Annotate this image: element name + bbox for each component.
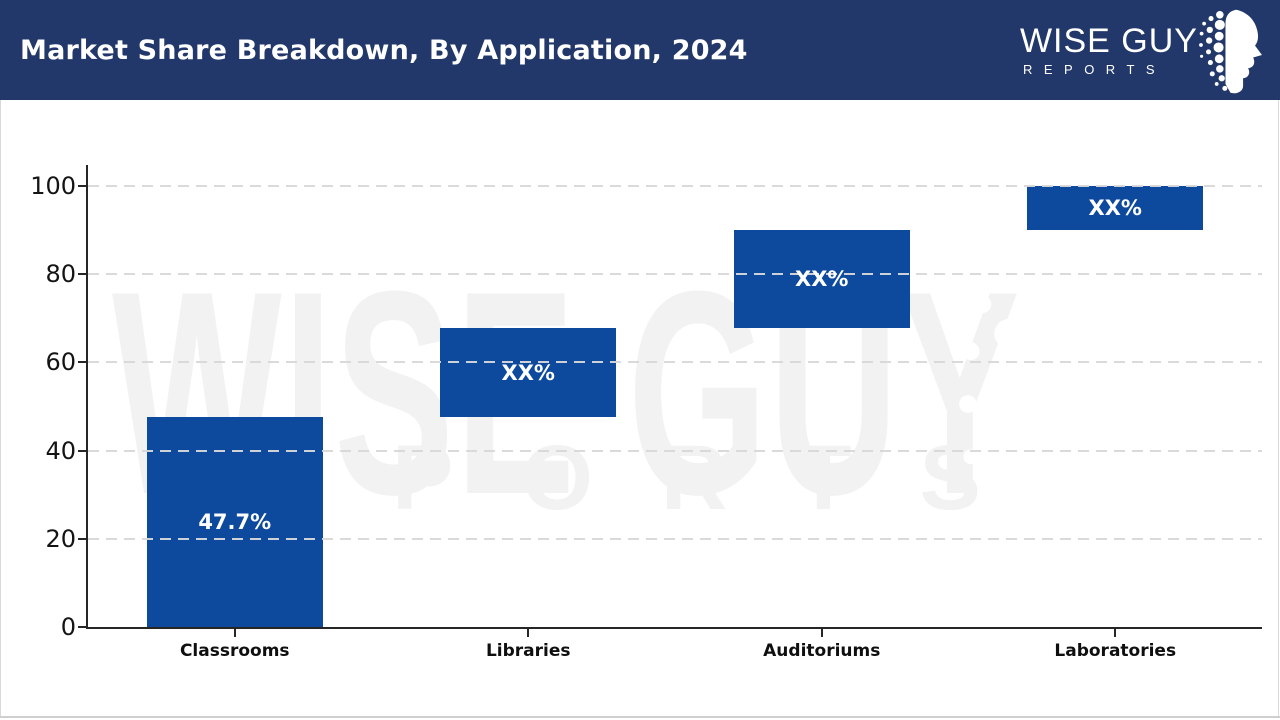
y-tick-80: [78, 273, 86, 276]
x-tick-auditoriums: [820, 629, 823, 637]
x-axis-line: [86, 627, 1262, 629]
y-axis-tick-label-0: 0: [60, 613, 76, 641]
y-axis-tick-label-60: 60: [45, 348, 76, 377]
page-border-right: [1278, 100, 1279, 718]
bar-libraries: [440, 328, 617, 417]
page-border-left: [0, 100, 1, 718]
x-axis-label-classrooms: Classrooms: [179, 641, 290, 661]
logo-line2: REPORTS: [1022, 61, 1167, 77]
wise-guy-reports-logo: WISE GUY REPORTS: [1020, 6, 1266, 94]
x-tick-classrooms: [233, 629, 236, 637]
gridline-100: [88, 185, 1262, 187]
y-tick-40: [78, 449, 86, 452]
y-axis-tick-label-40: 40: [45, 436, 76, 465]
bar-value-label-libraries: XX%: [501, 360, 555, 385]
y-axis-tick-label-20: 20: [45, 524, 76, 553]
x-tick-libraries: [527, 629, 530, 637]
bar-value-label-auditoriums: XX%: [795, 267, 849, 292]
gridline-60: [88, 361, 1262, 364]
y-tick-100: [78, 185, 86, 187]
x-axis-label-libraries: Libraries: [485, 641, 571, 661]
bar-value-label-laboratories: XX%: [1088, 196, 1142, 221]
gridline-20: [88, 537, 1262, 540]
y-axis-tick-label-100: 100: [30, 172, 76, 200]
x-tick-laboratories: [1114, 629, 1117, 637]
page-border-bottom: [0, 716, 1280, 718]
bar-auditoriums: [733, 230, 910, 329]
y-tick-0: [78, 626, 86, 628]
y-axis-tick-label-80: 80: [45, 260, 76, 289]
logo-line1: WISE GUY: [1019, 21, 1198, 60]
y-tick-20: [78, 537, 86, 540]
bar-laboratories: [1027, 186, 1204, 231]
y-axis-line: [86, 165, 88, 629]
page-title: Market Share Breakdown, By Application, …: [20, 34, 748, 66]
head-silhouette-icon: [1199, 9, 1262, 94]
gridline-80: [88, 273, 1262, 276]
x-axis-label-auditoriums: Auditoriums: [763, 641, 881, 661]
header: Market Share Breakdown, By Application, …: [0, 0, 1280, 100]
logo-wordmark: WISE GUY REPORTS: [1020, 24, 1198, 77]
bar-classrooms: [146, 416, 323, 627]
x-axis-label-laboratories: Laboratories: [1054, 641, 1177, 661]
bar-value-label-classrooms: 47.7%: [198, 509, 272, 534]
y-tick-60: [78, 361, 86, 364]
gridline-40: [88, 449, 1262, 452]
